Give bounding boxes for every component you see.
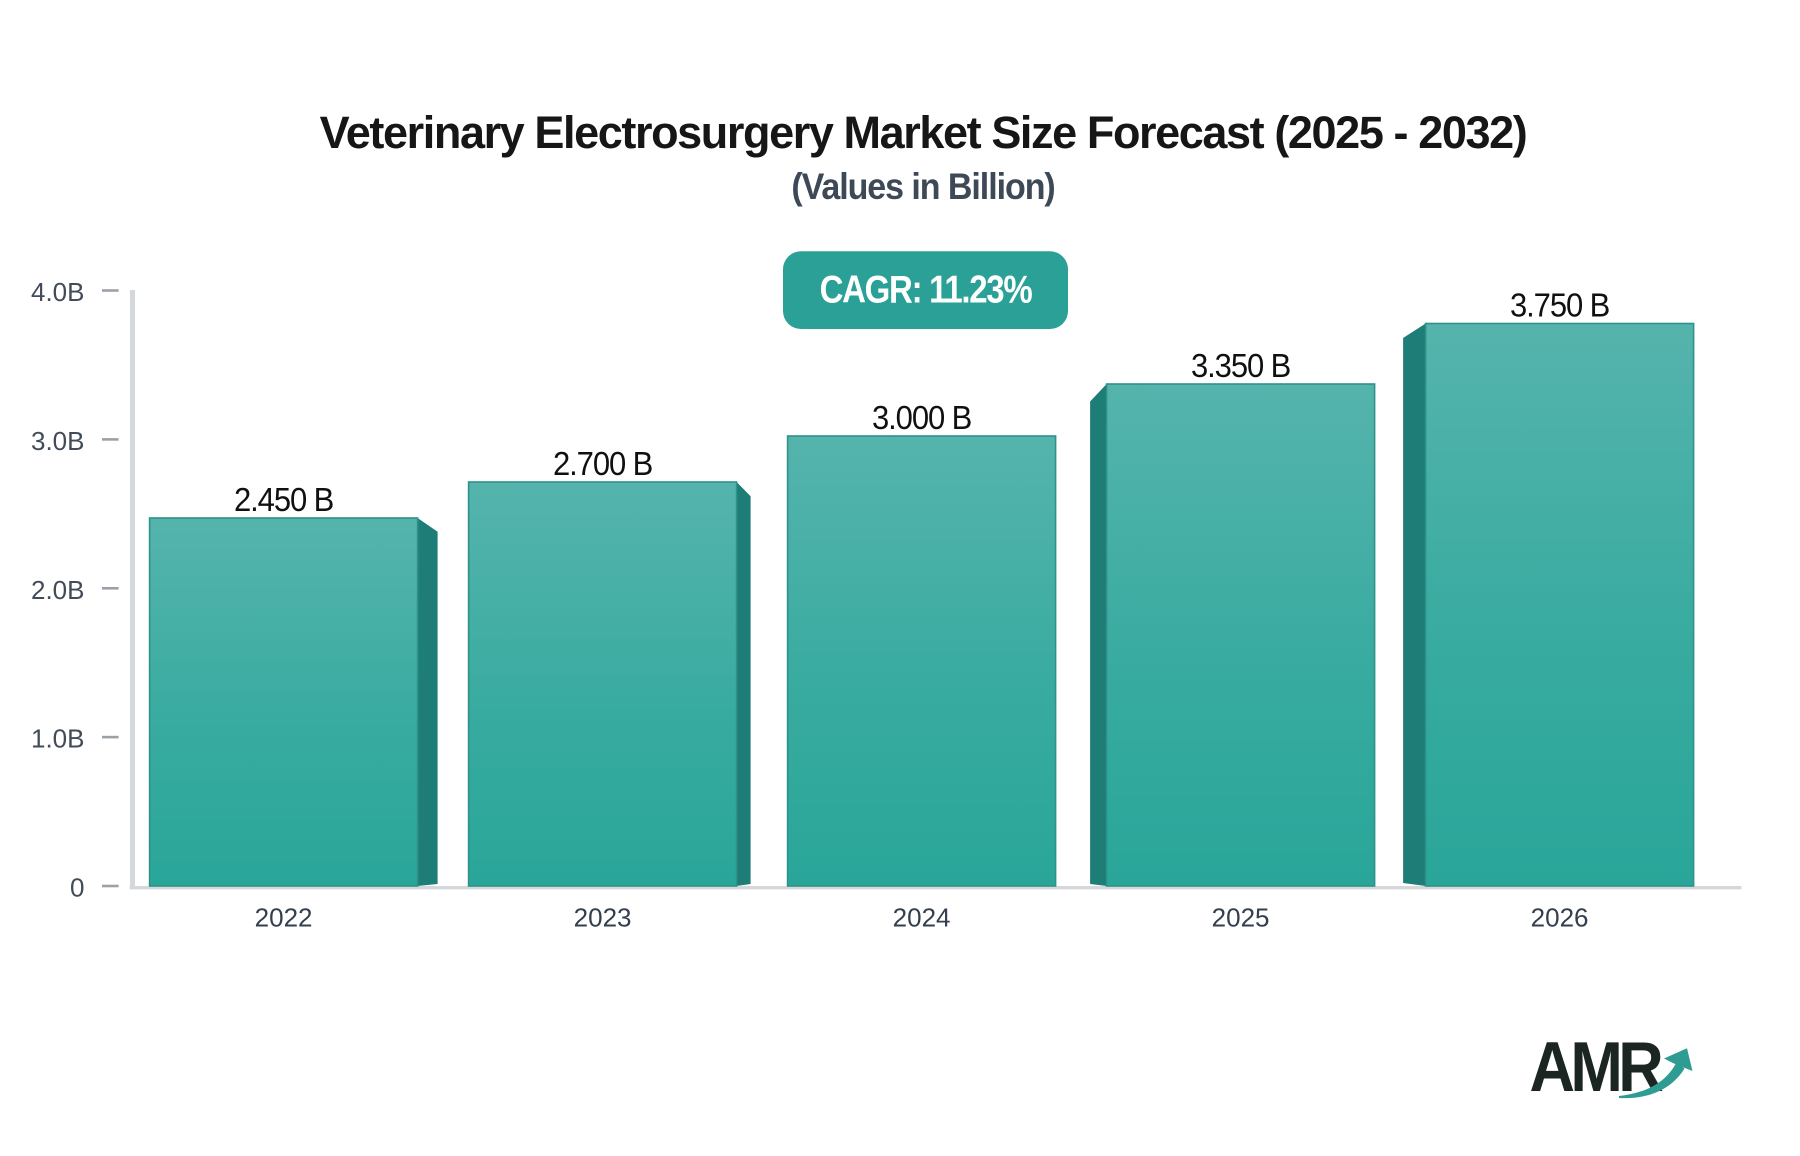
svg-text:2.450 B: 2.450 B [234,481,333,518]
svg-text:2025: 2025 [1212,902,1270,932]
svg-text:2026: 2026 [1531,902,1589,932]
svg-text:CAGR: 11.23%: CAGR: 11.23% [820,267,1033,311]
svg-text:3.750 B: 3.750 B [1510,287,1609,324]
svg-text:2.0B: 2.0B [31,575,85,605]
svg-text:2024: 2024 [893,902,951,932]
svg-text:4.0B: 4.0B [31,277,85,307]
svg-text:2.700 B: 2.700 B [553,445,652,482]
svg-text:0: 0 [70,873,84,903]
svg-text:1.0B: 1.0B [31,724,85,754]
svg-text:2022: 2022 [255,902,313,932]
svg-text:2023: 2023 [574,902,632,932]
svg-text:3.000 B: 3.000 B [872,399,971,436]
svg-text:(Values in Billion): (Values in Billion) [791,166,1055,208]
svg-text:3.350 B: 3.350 B [1191,347,1290,384]
svg-text:3.0B: 3.0B [31,426,85,456]
svg-text:Veterinary Electrosurgery Mark: Veterinary Electrosurgery Market Size Fo… [320,107,1527,158]
